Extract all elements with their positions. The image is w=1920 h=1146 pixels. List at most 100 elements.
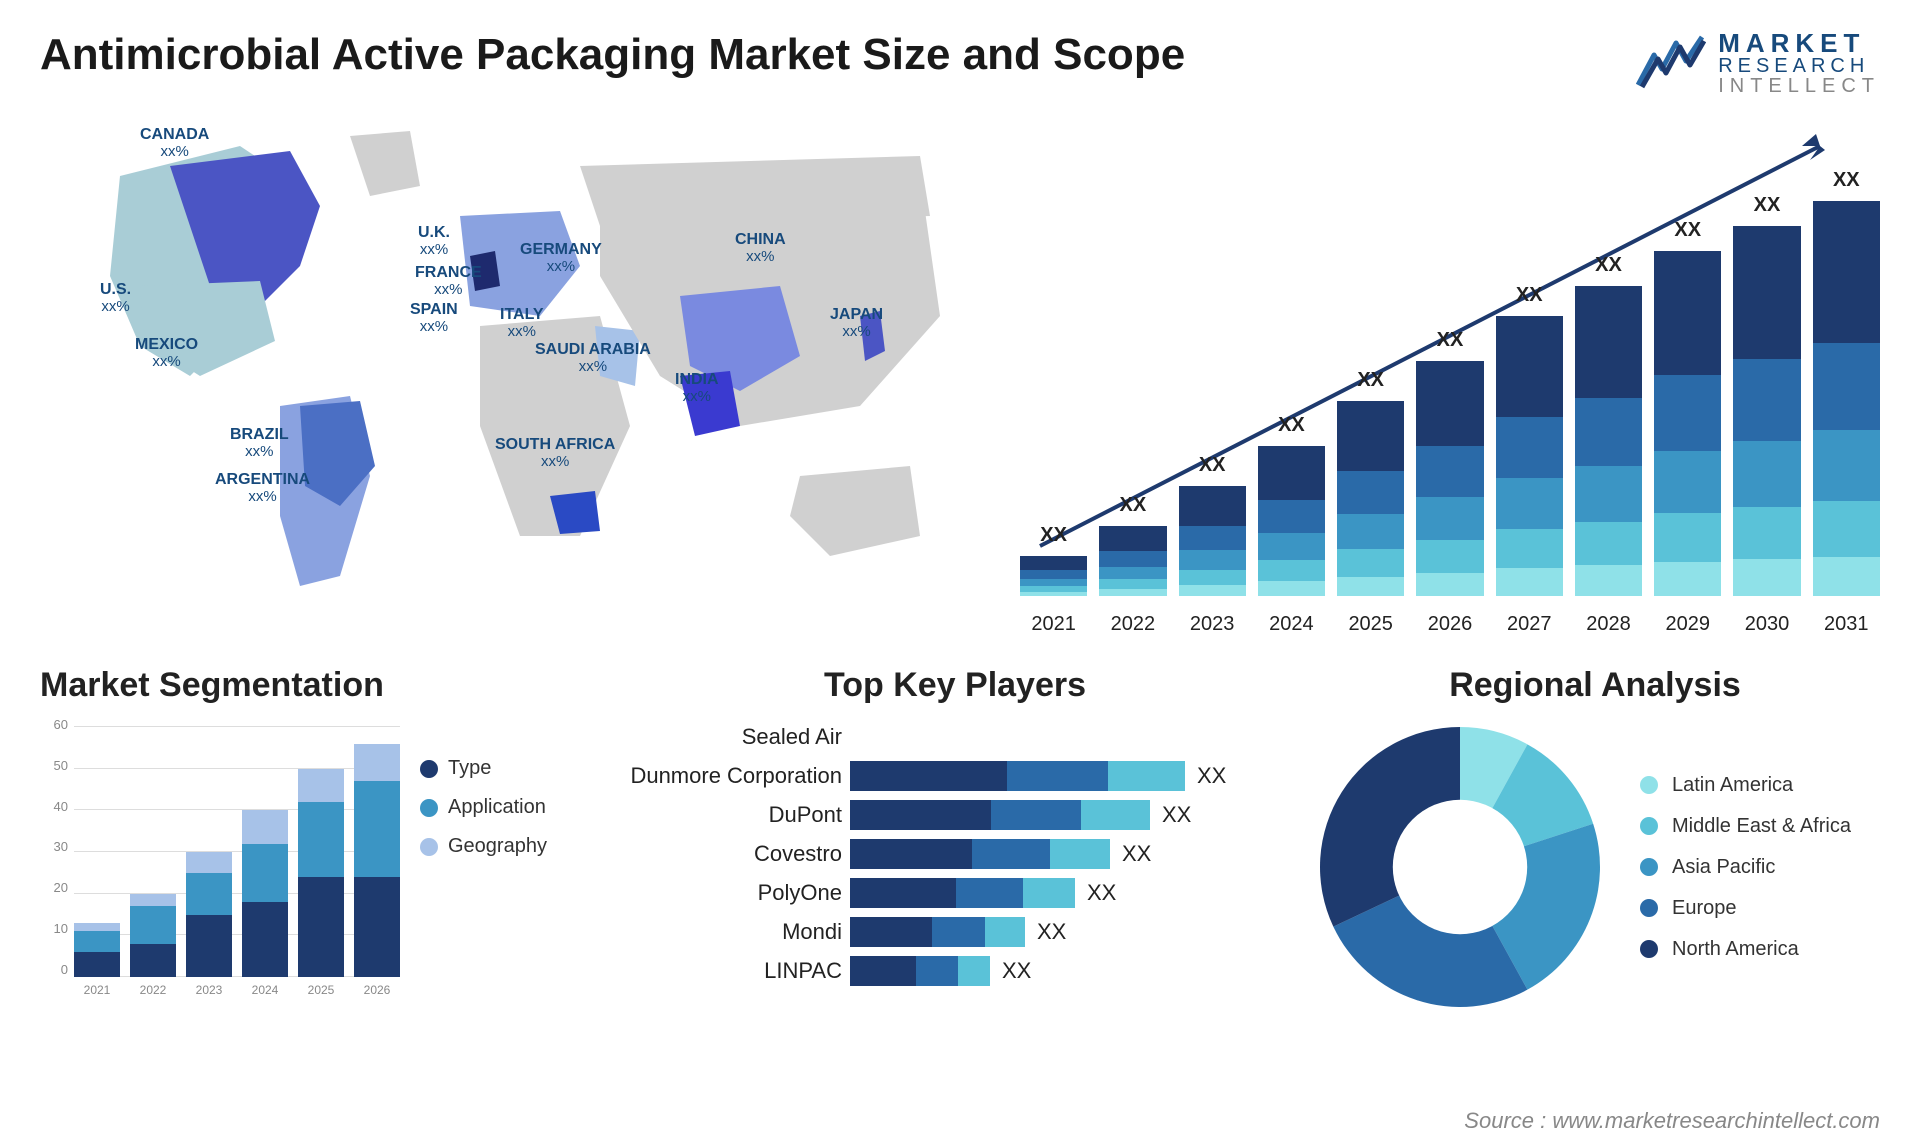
map-label-spain: SPAINxx%	[410, 301, 458, 335]
key-player-row: Dunmore Corporation XX	[630, 756, 1280, 795]
key-player-name: Covestro	[630, 841, 850, 867]
growth-year-label: 2028	[1575, 613, 1642, 636]
key-player-value: XX	[1002, 958, 1031, 984]
growth-bar-label: XX	[1258, 414, 1325, 437]
key-player-value: XX	[1162, 802, 1191, 828]
key-player-value: XX	[1122, 841, 1151, 867]
regional-legend-item: Middle East & Africa	[1640, 815, 1851, 838]
growth-bar-label: XX	[1099, 494, 1166, 517]
key-player-row: Mondi XX	[630, 912, 1280, 951]
growth-bar-label: XX	[1337, 369, 1404, 392]
growth-bar-chart: XXXXXXXXXXXXXXXXXXXXXX 20212022202320242…	[1020, 116, 1880, 636]
seg-ytick: 0	[40, 962, 68, 977]
key-player-row: DuPont XX	[630, 795, 1280, 834]
growth-bar: XX	[1258, 446, 1325, 596]
seg-bar	[186, 852, 232, 977]
segmentation-legend: Type Application Geography	[420, 717, 547, 997]
growth-bar-label: XX	[1179, 454, 1246, 477]
key-player-name: Mondi	[630, 919, 850, 945]
seg-year-label: 2026	[354, 983, 400, 997]
seg-year-label: 2024	[242, 983, 288, 997]
seg-year-label: 2025	[298, 983, 344, 997]
logo-line2: RESEARCH	[1718, 56, 1880, 76]
regional-legend-item: Europe	[1640, 897, 1851, 920]
growth-bar: XX	[1020, 556, 1087, 596]
map-label-brazil: BRAZILxx%	[230, 426, 289, 460]
map-label-india: INDIAxx%	[675, 371, 719, 405]
growth-bar-label: XX	[1575, 254, 1642, 277]
seg-legend-item: Geography	[420, 835, 547, 858]
seg-ytick: 10	[40, 921, 68, 936]
growth-bar: XX	[1654, 251, 1721, 596]
growth-year-label: 2027	[1496, 613, 1563, 636]
map-label-japan: JAPANxx%	[830, 306, 883, 340]
key-player-row: LINPAC XX	[630, 951, 1280, 990]
seg-ytick: 20	[40, 880, 68, 895]
seg-year-label: 2022	[130, 983, 176, 997]
page-title: Antimicrobial Active Packaging Market Si…	[40, 30, 1185, 80]
logo-mark-icon	[1636, 35, 1706, 91]
seg-legend-item: Application	[420, 796, 547, 819]
map-label-u-k-: U.K.xx%	[418, 224, 450, 258]
growth-bar: XX	[1337, 401, 1404, 596]
seg-ytick: 30	[40, 839, 68, 854]
growth-year-label: 2031	[1813, 613, 1880, 636]
key-player-name: Dunmore Corporation	[630, 763, 850, 789]
key-players-panel: Top Key Players Sealed Air Dunmore Corpor…	[630, 666, 1280, 1017]
key-players-title: Top Key Players	[630, 666, 1280, 705]
growth-bar-label: XX	[1733, 194, 1800, 217]
segmentation-title: Market Segmentation	[40, 666, 600, 705]
growth-year-label: 2024	[1258, 613, 1325, 636]
seg-bar	[74, 923, 120, 977]
regional-legend-item: Latin America	[1640, 774, 1851, 797]
world-map-icon	[40, 116, 980, 636]
seg-year-label: 2021	[74, 983, 120, 997]
logo-line3: INTELLECT	[1718, 76, 1880, 96]
seg-year-label: 2023	[186, 983, 232, 997]
growth-bar-label: XX	[1496, 284, 1563, 307]
map-label-canada: CANADAxx%	[140, 126, 209, 160]
regional-legend-item: Asia Pacific	[1640, 856, 1851, 879]
map-label-saudi-arabia: SAUDI ARABIAxx%	[535, 341, 651, 375]
logo-line1: MARKET	[1718, 30, 1880, 56]
growth-year-label: 2025	[1337, 613, 1404, 636]
growth-year-label: 2026	[1416, 613, 1483, 636]
regional-panel: Regional Analysis Latin AmericaMiddle Ea…	[1310, 666, 1880, 1017]
key-player-value: XX	[1087, 880, 1116, 906]
key-player-name: Sealed Air	[630, 724, 850, 750]
map-label-south-africa: SOUTH AFRICAxx%	[495, 436, 615, 470]
map-label-germany: GERMANYxx%	[520, 241, 602, 275]
key-player-name: DuPont	[630, 802, 850, 828]
seg-bar	[298, 769, 344, 977]
key-player-row: Sealed Air	[630, 717, 1280, 756]
growth-bar: XX	[1496, 316, 1563, 596]
key-player-value: XX	[1037, 919, 1066, 945]
key-player-value: XX	[1197, 763, 1226, 789]
seg-ytick: 50	[40, 758, 68, 773]
world-map-chart: CANADAxx% U.S.xx%MEXICOxx% BRAZILxx% ARGENT…	[40, 116, 980, 636]
map-label-mexico: MEXICOxx%	[135, 336, 198, 370]
regional-donut-chart	[1310, 717, 1610, 1017]
growth-bar: XX	[1179, 486, 1246, 596]
growth-bar-label: XX	[1654, 219, 1721, 242]
map-label-italy: ITALYxx%	[500, 306, 544, 340]
growth-year-label: 2023	[1179, 613, 1246, 636]
seg-ytick: 40	[40, 799, 68, 814]
growth-bar: XX	[1733, 226, 1800, 596]
growth-year-label: 2029	[1654, 613, 1721, 636]
map-label-argentina: ARGENTINAxx%	[215, 471, 310, 505]
brand-logo: MARKET RESEARCH INTELLECT	[1636, 30, 1880, 96]
seg-bar	[130, 894, 176, 977]
seg-legend-item: Type	[420, 757, 547, 780]
key-player-name: PolyOne	[630, 880, 850, 906]
key-player-row: Covestro XX	[630, 834, 1280, 873]
growth-year-label: 2021	[1020, 613, 1087, 636]
growth-bar-label: XX	[1416, 329, 1483, 352]
map-label-france: FRANCExx%	[415, 264, 482, 298]
map-label-u-s-: U.S.xx%	[100, 281, 131, 315]
segmentation-chart: 6050403020100 202120222023202420252026	[40, 717, 400, 997]
source-caption: Source : www.marketresearchintellect.com	[1464, 1108, 1880, 1134]
key-player-name: LINPAC	[630, 958, 850, 984]
growth-bar: XX	[1575, 286, 1642, 596]
growth-bar-label: XX	[1020, 524, 1087, 547]
